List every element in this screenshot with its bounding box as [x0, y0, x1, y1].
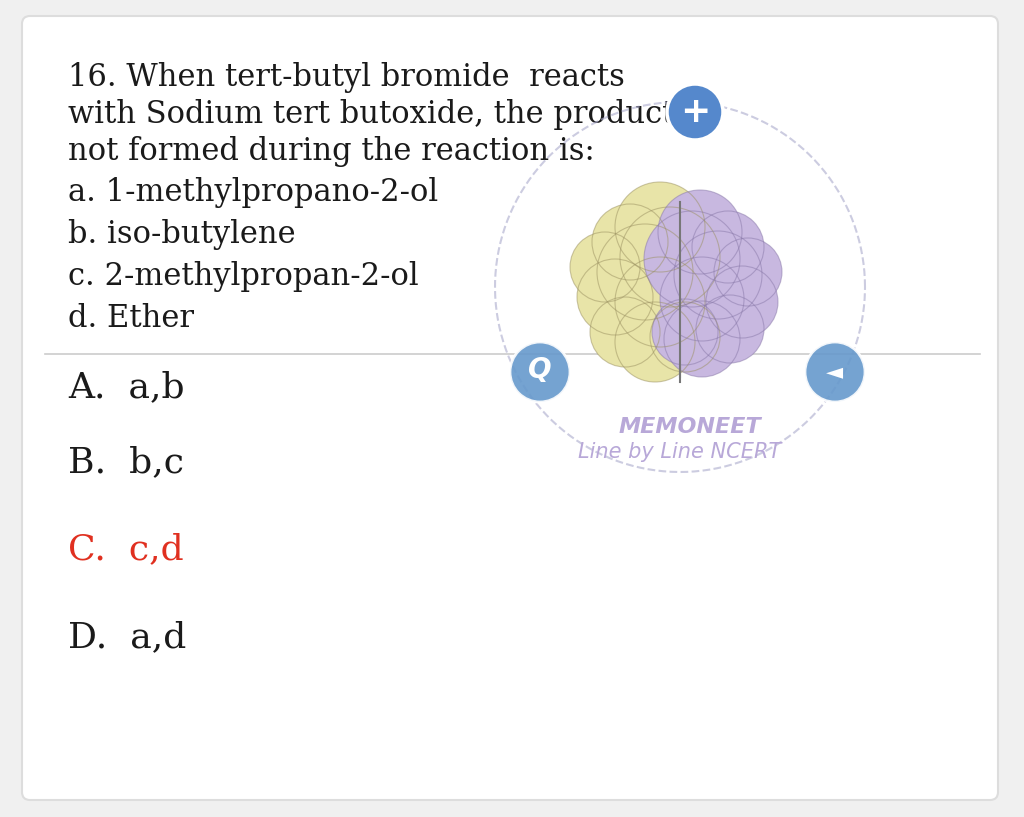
- Circle shape: [696, 295, 764, 363]
- Circle shape: [664, 301, 740, 377]
- Circle shape: [674, 231, 762, 319]
- Text: MEMONEET: MEMONEET: [618, 417, 761, 437]
- Text: Q: Q: [528, 356, 552, 384]
- Circle shape: [570, 232, 640, 302]
- Text: ◄: ◄: [826, 362, 844, 382]
- FancyBboxPatch shape: [22, 16, 998, 800]
- Circle shape: [597, 224, 693, 320]
- Circle shape: [615, 257, 705, 347]
- Text: D.  a,d: D. a,d: [68, 620, 186, 654]
- Text: 16. When tert-butyl bromide  reacts: 16. When tert-butyl bromide reacts: [68, 62, 625, 93]
- Text: B.  b,c: B. b,c: [68, 445, 184, 479]
- Circle shape: [615, 182, 705, 272]
- Circle shape: [658, 190, 742, 274]
- Circle shape: [592, 204, 668, 280]
- Text: C.  c,d: C. c,d: [68, 532, 183, 566]
- Circle shape: [667, 84, 723, 140]
- Circle shape: [692, 211, 764, 283]
- Text: c. 2-methylpropan-2-ol: c. 2-methylpropan-2-ol: [68, 261, 419, 292]
- Text: with Sodium tert butoxide, the product: with Sodium tert butoxide, the product: [68, 99, 675, 130]
- Circle shape: [644, 211, 740, 307]
- Circle shape: [590, 297, 660, 367]
- Circle shape: [714, 238, 782, 306]
- Circle shape: [615, 302, 695, 382]
- Text: b. iso-butylene: b. iso-butylene: [68, 219, 296, 250]
- Circle shape: [660, 257, 744, 341]
- Text: not formed during the reaction is:: not formed during the reaction is:: [68, 136, 595, 167]
- Circle shape: [577, 259, 653, 335]
- Text: d. Ether: d. Ether: [68, 303, 194, 334]
- Circle shape: [805, 342, 865, 402]
- Circle shape: [650, 302, 720, 372]
- Circle shape: [652, 299, 718, 365]
- Text: Line by Line NCERT: Line by Line NCERT: [579, 442, 781, 462]
- Circle shape: [620, 207, 720, 307]
- Circle shape: [706, 266, 778, 338]
- Circle shape: [510, 342, 570, 402]
- Text: +: +: [680, 95, 711, 129]
- Text: A.  a,b: A. a,b: [68, 370, 184, 404]
- Text: a. 1-methylpropano-2-ol: a. 1-methylpropano-2-ol: [68, 177, 438, 208]
